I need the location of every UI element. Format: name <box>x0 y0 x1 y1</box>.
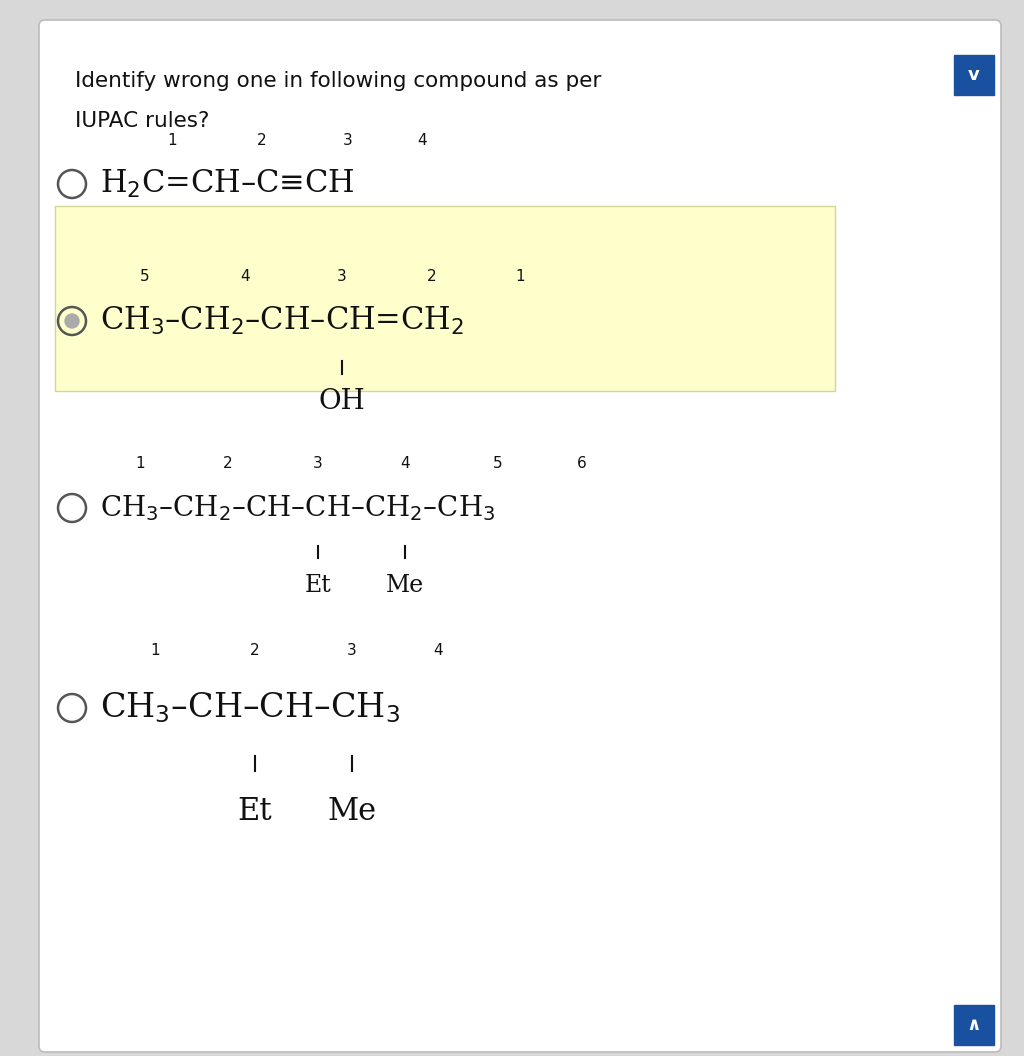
Text: 3: 3 <box>313 456 323 471</box>
Text: 4: 4 <box>241 269 250 284</box>
Text: ∧: ∧ <box>967 1016 981 1034</box>
Text: Et: Et <box>304 574 332 597</box>
FancyBboxPatch shape <box>954 55 994 95</box>
Circle shape <box>65 314 79 328</box>
Text: Me: Me <box>328 796 377 827</box>
Text: 1: 1 <box>515 269 525 284</box>
FancyBboxPatch shape <box>55 206 835 391</box>
Text: IUPAC rules?: IUPAC rules? <box>75 111 209 131</box>
Text: 2: 2 <box>223 456 232 471</box>
Text: Identify wrong one in following compound as per: Identify wrong one in following compound… <box>75 71 601 91</box>
Text: CH$_3$–CH$_2$–CH–CH–CH$_2$–CH$_3$: CH$_3$–CH$_2$–CH–CH–CH$_2$–CH$_3$ <box>100 493 496 523</box>
Text: CH$_3$–CH$_2$–CH–CH=CH$_2$: CH$_3$–CH$_2$–CH–CH=CH$_2$ <box>100 305 464 337</box>
Text: 4: 4 <box>400 456 410 471</box>
Text: 1: 1 <box>151 643 160 658</box>
Text: 2: 2 <box>250 643 260 658</box>
Text: 1: 1 <box>167 133 177 148</box>
Text: 3: 3 <box>343 133 353 148</box>
Text: 3: 3 <box>347 643 357 658</box>
Text: 4: 4 <box>433 643 442 658</box>
FancyBboxPatch shape <box>39 20 1001 1052</box>
Text: Me: Me <box>386 574 424 597</box>
Text: Et: Et <box>238 796 272 827</box>
Text: 4: 4 <box>417 133 427 148</box>
Text: CH$_3$–CH–CH–CH$_3$: CH$_3$–CH–CH–CH$_3$ <box>100 691 400 725</box>
FancyBboxPatch shape <box>954 1005 994 1045</box>
Text: H$_2$C=CH–C≡CH: H$_2$C=CH–C≡CH <box>100 168 354 200</box>
Text: v: v <box>968 67 980 84</box>
Text: 2: 2 <box>257 133 267 148</box>
Text: 5: 5 <box>140 269 150 284</box>
Text: 2: 2 <box>427 269 437 284</box>
Text: 3: 3 <box>337 269 347 284</box>
Text: OH: OH <box>318 388 366 415</box>
Text: 6: 6 <box>578 456 587 471</box>
Text: 5: 5 <box>494 456 503 471</box>
Text: 1: 1 <box>135 456 144 471</box>
